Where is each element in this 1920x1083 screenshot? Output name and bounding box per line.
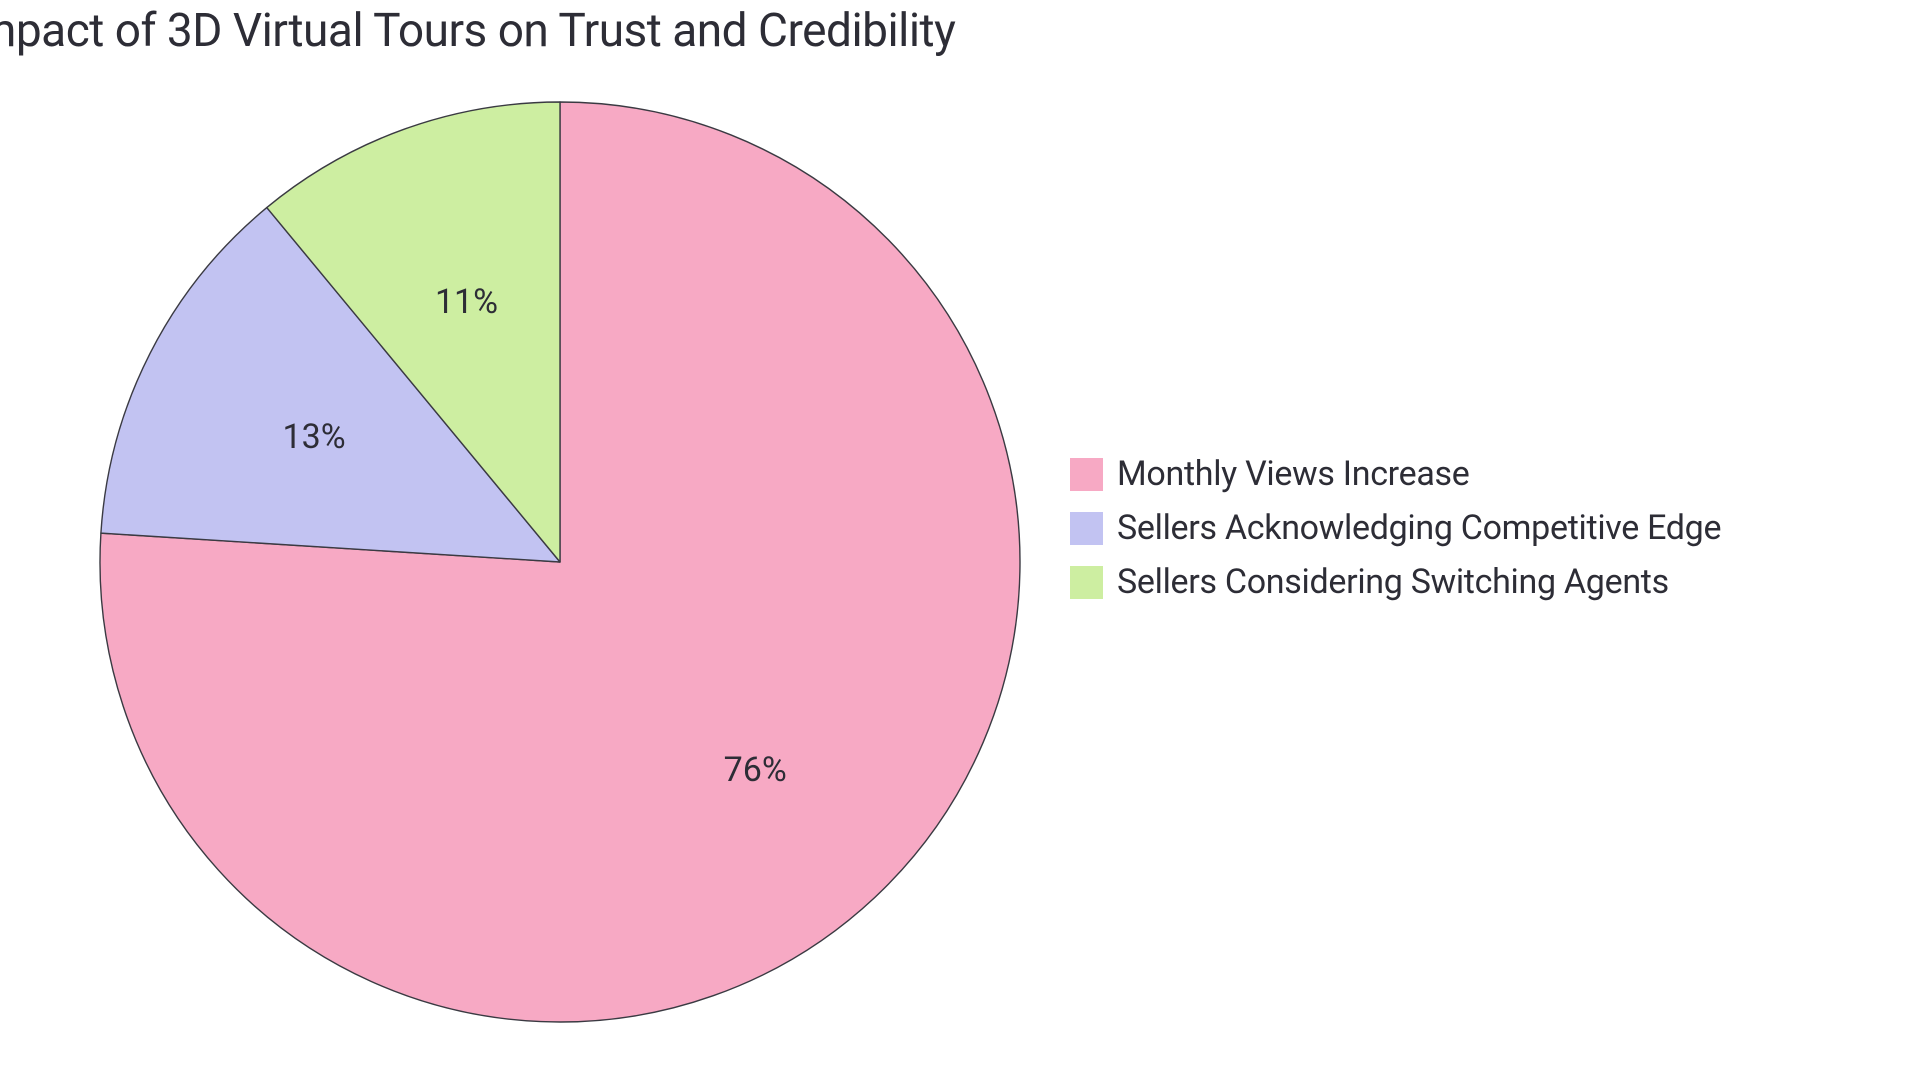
pie-chart: 76% 13% 11% [98,100,1022,1024]
legend-swatch-edge [1070,512,1103,545]
legend-swatch-switch [1070,566,1103,599]
legend-label-switch: Sellers Considering Switching Agents [1117,562,1669,602]
legend: Monthly Views Increase Sellers Acknowledg… [1070,454,1721,616]
slice-label-views: 76% [724,750,787,790]
legend-item-edge: Sellers Acknowledging Competitive Edge [1070,508,1721,548]
legend-swatch-views [1070,458,1103,491]
legend-label-edge: Sellers Acknowledging Competitive Edge [1117,508,1721,548]
legend-label-views: Monthly Views Increase [1117,454,1470,494]
legend-item-switch: Sellers Considering Switching Agents [1070,562,1721,602]
chart-title: Impact of 3D Virtual Tours on Trust and … [0,4,955,58]
slice-label-switch: 11% [435,282,498,322]
legend-item-views: Monthly Views Increase [1070,454,1721,494]
slice-label-edge: 13% [283,417,346,457]
